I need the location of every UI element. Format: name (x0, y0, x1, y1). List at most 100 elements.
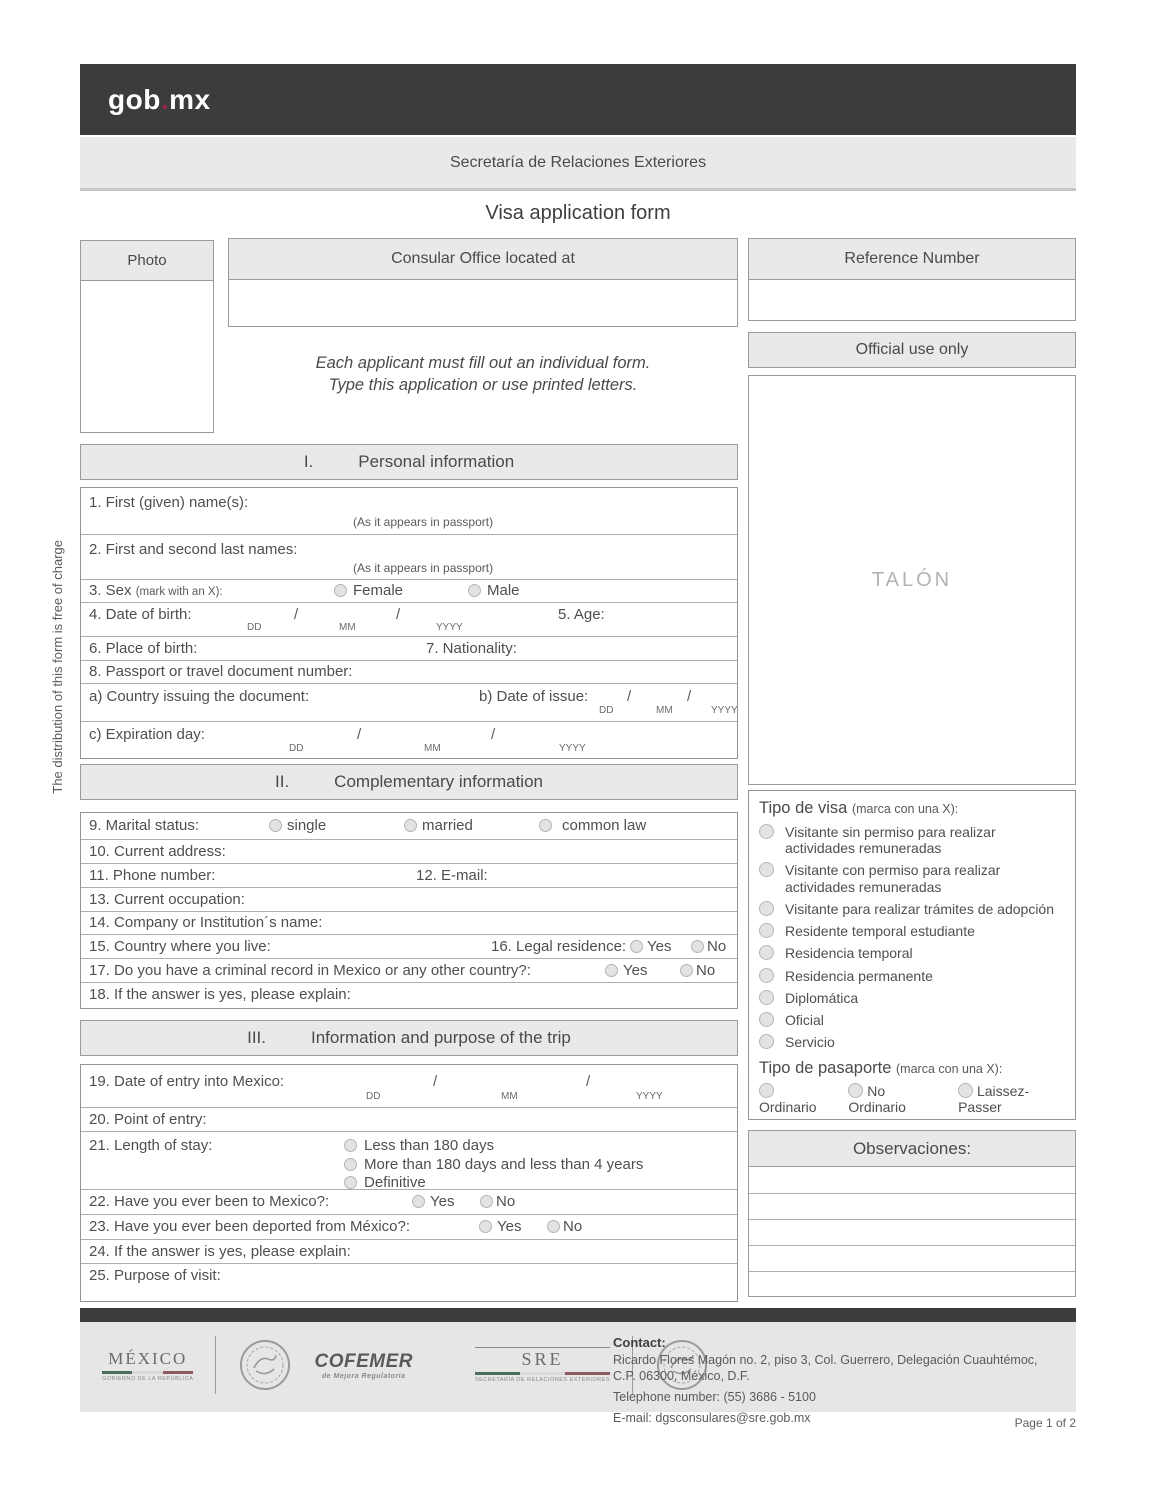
section-1-number: I. (303, 452, 314, 471)
field-first-names-row[interactable]: 1. First (given) name(s): (As it appears… (81, 488, 737, 534)
field-phone-email-row[interactable]: 11. Phone number: 12. E-mail: (81, 863, 737, 887)
field-entry-date-row[interactable]: 19. Date of entry into Mexico: / / DD MM… (81, 1065, 737, 1107)
field-passport-number-row[interactable]: 8. Passport or travel document number: (81, 660, 737, 683)
field-length-of-stay-label: 21. Length of stay: (89, 1137, 213, 1154)
field-date-of-issue-label: b) Date of issue: (479, 688, 589, 705)
visa-option-3-label: Visitante para realizar trámites de adop… (785, 900, 1055, 917)
sex-female-radio[interactable] (334, 584, 347, 597)
ministry-bar-label: Secretaría de Relaciones Exteriores (449, 153, 707, 171)
passport-laissez-passer-label: Laissez-Passer (958, 1082, 1030, 1115)
visa-option-9-radio[interactable] (759, 1034, 774, 1050)
field-current-occupation-row[interactable]: 13. Current occupation: (81, 887, 737, 911)
field-been-to-mexico-label: 22. Have you ever been to Mexico?: (89, 1193, 330, 1210)
observations-line-2[interactable] (749, 1193, 1075, 1219)
marital-single-radio[interactable] (269, 819, 282, 832)
cofemer-logo: COFEMER de Mejora Regulatoria (314, 1351, 413, 1380)
field-issuing-country-row[interactable]: a) Country issuing the document: b) Date… (81, 683, 738, 721)
legal-residence-no-radio[interactable] (691, 940, 704, 953)
national-seal-icon (240, 1340, 291, 1390)
observations-line-5[interactable] (749, 1271, 1075, 1297)
dob-slash-1: / (294, 606, 299, 623)
deported-yes-radio[interactable] (479, 1220, 492, 1233)
observations-line-3[interactable] (749, 1219, 1075, 1245)
passport-no-ordinario-label: No Ordinario (848, 1082, 906, 1115)
passport-type-title: Tipo de pasaporte (marca con una X): (759, 1059, 1065, 1078)
official-use-only-header: Official use only (748, 332, 1076, 368)
field-last-names-row[interactable]: 2. First and second last names: (As it a… (81, 534, 737, 579)
field-current-address-row[interactable]: 10. Current address: (81, 839, 737, 863)
visa-option-3-radio[interactable] (759, 900, 774, 916)
field-company-name-row[interactable]: 14. Company or Institution´s name: (81, 911, 737, 934)
field-first-names-label: 1. First (given) name(s): (89, 494, 249, 511)
exp-dd-label: DD (289, 743, 304, 754)
reference-number-label: Reference Number (844, 250, 980, 267)
observations-line-4[interactable] (749, 1245, 1075, 1271)
visa-option-5-label: Residencia temporal (785, 945, 913, 962)
field-date-of-birth-row[interactable]: 4. Date of birth: / / DD MM YYYY 5. Age: (81, 602, 737, 636)
field-deported-row: 23. Have you ever been deported from Méx… (81, 1214, 737, 1239)
field-explain-24-row[interactable]: 24. If the answer is yes, please explain… (81, 1239, 737, 1263)
marital-married-radio[interactable] (404, 819, 417, 832)
marital-common-law-radio[interactable] (539, 819, 552, 832)
field-current-address-label: 10. Current address: (89, 843, 226, 860)
visa-option-8-radio[interactable] (759, 1012, 774, 1028)
dob-mm-label: MM (339, 622, 356, 633)
criminal-record-no-label: No (696, 962, 716, 979)
entry-slash-2: / (586, 1073, 591, 1090)
visa-option-row: Visitante para realizar trámites de adop… (759, 900, 1065, 917)
visa-option-7-radio[interactable] (759, 989, 774, 1005)
section-3-number: III. (247, 1028, 266, 1047)
criminal-record-yes-label: Yes (623, 962, 648, 979)
passport-no-ordinario-option: No Ordinario (848, 1082, 940, 1115)
legal-residence-yes-radio[interactable] (630, 940, 643, 953)
criminal-record-yes-radio[interactable] (605, 964, 618, 977)
passport-laissez-passer-radio[interactable] (958, 1082, 974, 1098)
criminal-record-no-radio[interactable] (680, 964, 693, 977)
sre-logo-word: SRE (474, 1347, 611, 1370)
visa-option-6-radio[interactable] (759, 967, 774, 983)
stay-less-180-radio[interactable] (344, 1139, 357, 1152)
section-3-header: III. Information and purpose of the trip (80, 1020, 738, 1056)
official-use-only-label: Official use only (855, 341, 969, 358)
marital-common-law-label: common law (562, 817, 647, 834)
field-sex-label-note: (mark with an X): (135, 586, 223, 598)
entry-slash-1: / (433, 1073, 438, 1090)
field-sex-row: 3. Sex (mark with an X): Female Male (81, 579, 737, 602)
field-deported-label: 23. Have you ever been deported from Méx… (89, 1218, 411, 1235)
visa-option-5-radio[interactable] (759, 945, 774, 961)
field-point-of-entry-row[interactable]: 20. Point of entry: (81, 1107, 737, 1131)
been-mexico-no-radio[interactable] (480, 1195, 493, 1208)
visa-option-1-radio[interactable] (759, 824, 774, 839)
visa-option-6-label: Residencia permanente (785, 967, 933, 984)
field-place-of-birth-row[interactable]: 6. Place of birth: 7. Nationality: (81, 636, 737, 660)
field-point-of-entry-label: 20. Point of entry: (89, 1111, 207, 1128)
observations-line-1[interactable] (749, 1167, 1075, 1193)
field-country-residence-row: 15. Country where you live: 16. Legal re… (81, 934, 737, 958)
visa-option-2-radio[interactable] (759, 862, 774, 878)
visa-option-4-radio[interactable] (759, 923, 774, 939)
stay-more-180-radio[interactable] (344, 1158, 357, 1171)
field-explain-18-row[interactable]: 18. If the answer is yes, please explain… (81, 982, 737, 1008)
field-legal-residence-label: 16. Legal residence: (491, 938, 627, 955)
field-purpose-of-visit-row[interactable]: 25. Purpose of visit: (81, 1263, 737, 1301)
contact-label: Contact: (613, 1335, 666, 1350)
field-country-live-label: 15. Country where you live: (89, 938, 271, 955)
consular-office-header: Consular Office located at (228, 238, 738, 280)
passport-ordinario-radio[interactable] (759, 1082, 774, 1098)
passport-no-ordinario-radio[interactable] (848, 1082, 864, 1098)
gobmx-logo-dot: . (160, 83, 170, 115)
instruction-note-line2: Type this application or use printed let… (328, 376, 638, 395)
passport-note-1: (As it appears in passport) (353, 515, 494, 529)
field-expiration-day-row[interactable]: c) Expiration day: / / DD MM YYYY (81, 721, 737, 758)
observations-header: Observaciones: (748, 1130, 1076, 1167)
logo-divider (632, 1336, 634, 1394)
stay-definitive-radio[interactable] (344, 1176, 357, 1189)
been-mexico-yes-radio[interactable] (412, 1195, 425, 1208)
footer-logos: MÉXICO GOBIERNO DE LA REPÚBLICA COFEMER … (102, 1336, 709, 1394)
passport-type-options: Ordinario No Ordinario Laissez-Passer (759, 1082, 1065, 1115)
reference-number-input[interactable] (748, 279, 1076, 321)
sex-male-radio[interactable] (468, 584, 481, 597)
deported-no-radio[interactable] (547, 1220, 560, 1233)
consular-office-input[interactable] (228, 279, 738, 327)
